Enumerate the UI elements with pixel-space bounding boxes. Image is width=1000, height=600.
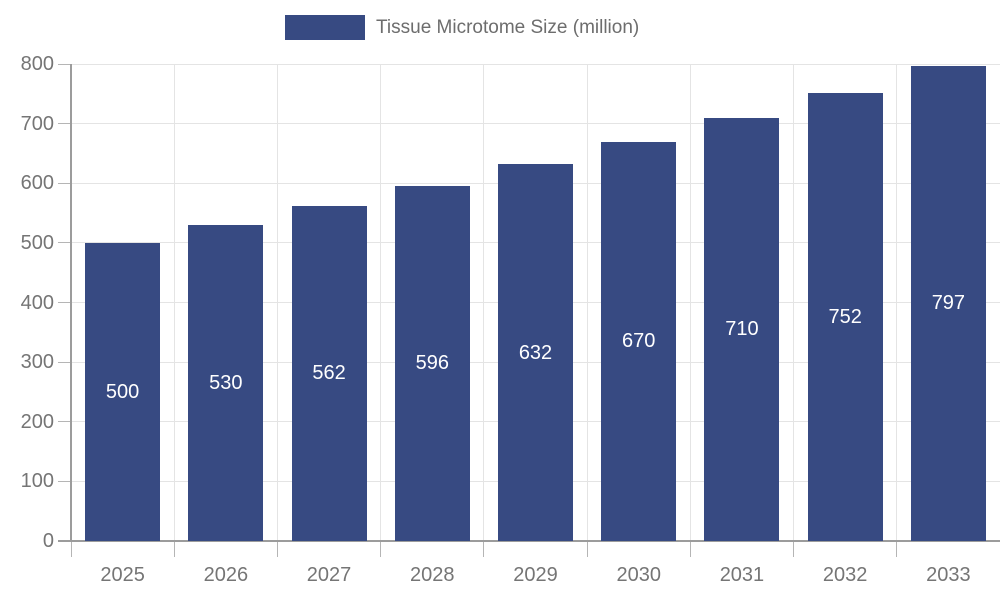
y-axis-tick	[58, 63, 71, 65]
bar-2029[interactable]	[498, 164, 573, 541]
y-axis-tick-label: 700	[20, 112, 54, 135]
y-axis-tick-label: 300	[20, 351, 54, 374]
y-axis-tick	[58, 421, 71, 423]
x-axis-category-label: 2025	[100, 564, 145, 586]
bar-2025[interactable]	[85, 242, 161, 541]
bar-2028[interactable]	[394, 185, 470, 541]
y-axis-tick	[58, 123, 71, 125]
x-axis-category-label: 2029	[513, 564, 558, 586]
y-axis-tick	[58, 302, 71, 303]
y-axis-tick-label: 100	[20, 470, 54, 493]
y-axis-tick-label: 500	[20, 231, 54, 254]
x-axis-tick	[689, 542, 691, 557]
x-axis-category-label: 2031	[719, 564, 765, 586]
x-axis-tick	[586, 542, 588, 557]
x-axis-line	[58, 540, 1000, 542]
bar-2032[interactable]	[807, 92, 883, 541]
x-axis-tick	[173, 542, 175, 557]
bar-value-label: 632	[518, 341, 553, 364]
y-axis-tick-label: 400	[20, 291, 54, 314]
x-axis-category-label: 2028	[410, 564, 455, 586]
x-axis-category-label: 2027	[306, 564, 352, 586]
legend-swatch	[285, 15, 365, 40]
bar-value-label: 562	[312, 362, 346, 385]
bar-value-label: 596	[415, 352, 449, 375]
y-axis-tick-label: 800	[20, 53, 54, 75]
y-axis-tick	[58, 182, 71, 184]
horizontal-gridline	[71, 63, 1000, 65]
bar-2027[interactable]	[291, 205, 367, 541]
bar-value-label: 710	[725, 318, 759, 341]
bar-2030[interactable]	[601, 141, 677, 541]
legend-label: Tissue Microtome Size (million)	[376, 16, 640, 38]
bar-2031[interactable]	[704, 117, 780, 541]
y-axis-tick-label: 200	[20, 410, 54, 433]
x-axis-category-label: 2032	[822, 564, 868, 586]
bar-value-label: 530	[209, 371, 243, 394]
x-axis-tick	[483, 542, 485, 557]
bar-value-label: 500	[105, 380, 140, 403]
horizontal-gridline	[71, 123, 1000, 125]
bar-value-label: 752	[828, 305, 862, 328]
x-axis-category-label: 2026	[203, 564, 249, 586]
y-axis-line	[70, 64, 72, 541]
x-axis-category-label: 2033	[926, 564, 971, 586]
y-axis-tick-label: 0	[42, 530, 54, 552]
y-axis-tick	[58, 361, 71, 363]
y-axis-tick-label: 600	[20, 172, 54, 195]
x-axis-tick	[896, 542, 898, 557]
y-axis-tick	[58, 480, 71, 482]
x-axis-tick	[70, 542, 72, 557]
x-axis-tick	[793, 542, 795, 557]
bar-2033[interactable]	[910, 65, 986, 541]
bar-value-label: 797	[931, 292, 966, 315]
x-axis-tick	[276, 542, 278, 557]
x-axis-category-label: 2030	[616, 564, 661, 586]
bar-2026[interactable]	[188, 224, 264, 541]
x-axis-tick	[380, 542, 382, 557]
bar-value-label: 670	[622, 330, 656, 353]
y-axis-tick	[58, 242, 71, 244]
legend-item[interactable]: Tissue Microtome Size (million)	[285, 15, 639, 40]
